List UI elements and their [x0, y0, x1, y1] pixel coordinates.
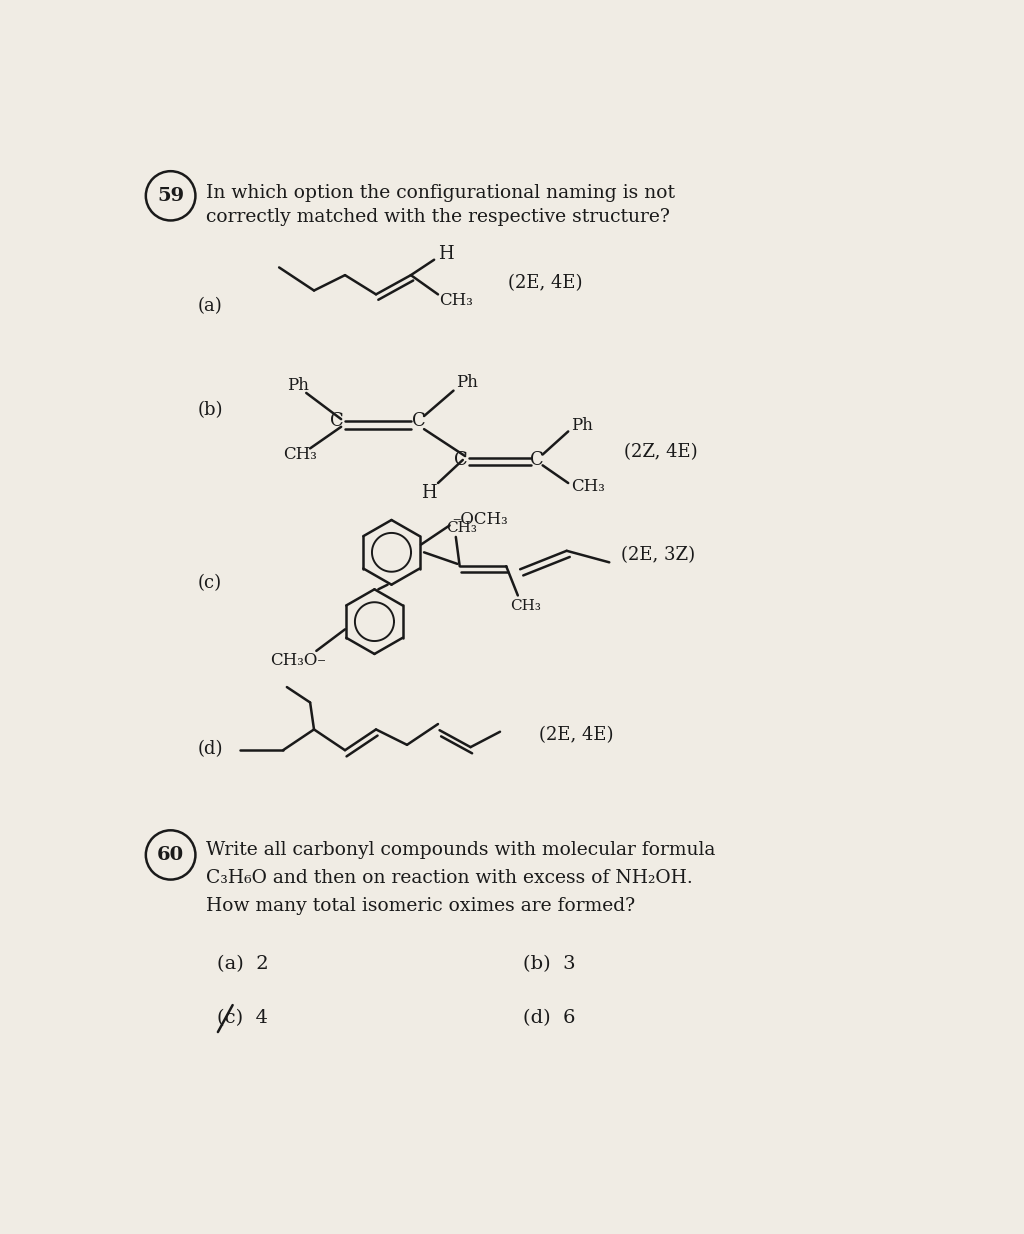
Text: (2Z, 4E): (2Z, 4E) [624, 443, 697, 462]
Text: CH₃: CH₃ [283, 445, 316, 463]
Text: C: C [331, 412, 344, 431]
Text: CH₃: CH₃ [439, 292, 473, 308]
Text: How many total isomeric oximes are formed?: How many total isomeric oximes are forme… [206, 897, 635, 914]
Text: (d): (d) [198, 739, 223, 758]
Text: CH₃: CH₃ [510, 600, 541, 613]
Text: (b)  3: (b) 3 [523, 955, 575, 974]
Text: CH₃: CH₃ [571, 479, 605, 495]
Text: H: H [438, 246, 454, 263]
Text: C: C [455, 450, 468, 469]
Text: In which option the configurational naming is not: In which option the configurational nami… [206, 184, 675, 201]
Text: (2E, 4E): (2E, 4E) [508, 274, 583, 291]
Text: CH₃O–: CH₃O– [270, 652, 326, 669]
Text: C: C [530, 450, 544, 469]
Text: (a): (a) [198, 297, 222, 315]
Text: Write all carbonyl compounds with molecular formula: Write all carbonyl compounds with molecu… [206, 842, 715, 859]
Text: C: C [412, 412, 426, 431]
Text: (d)  6: (d) 6 [523, 1009, 575, 1027]
Text: 59: 59 [157, 186, 184, 205]
Text: Ph: Ph [571, 417, 593, 434]
Text: (a)  2: (a) 2 [217, 955, 268, 974]
Text: 60: 60 [157, 847, 184, 864]
Text: (c)  4: (c) 4 [217, 1009, 268, 1027]
Text: CH₃: CH₃ [445, 521, 476, 534]
Text: C₃H₆O and then on reaction with excess of NH₂OH.: C₃H₆O and then on reaction with excess o… [206, 869, 692, 887]
Text: –OCH₃: –OCH₃ [452, 511, 508, 528]
Text: Ph: Ph [456, 374, 478, 391]
Text: correctly matched with the respective structure?: correctly matched with the respective st… [206, 209, 670, 226]
Text: Ph: Ph [287, 376, 309, 394]
Text: H: H [421, 484, 436, 502]
Text: (c): (c) [198, 574, 222, 592]
Text: (b): (b) [198, 401, 223, 418]
Text: (2E, 3Z): (2E, 3Z) [621, 545, 695, 564]
Text: (2E, 4E): (2E, 4E) [539, 726, 613, 744]
